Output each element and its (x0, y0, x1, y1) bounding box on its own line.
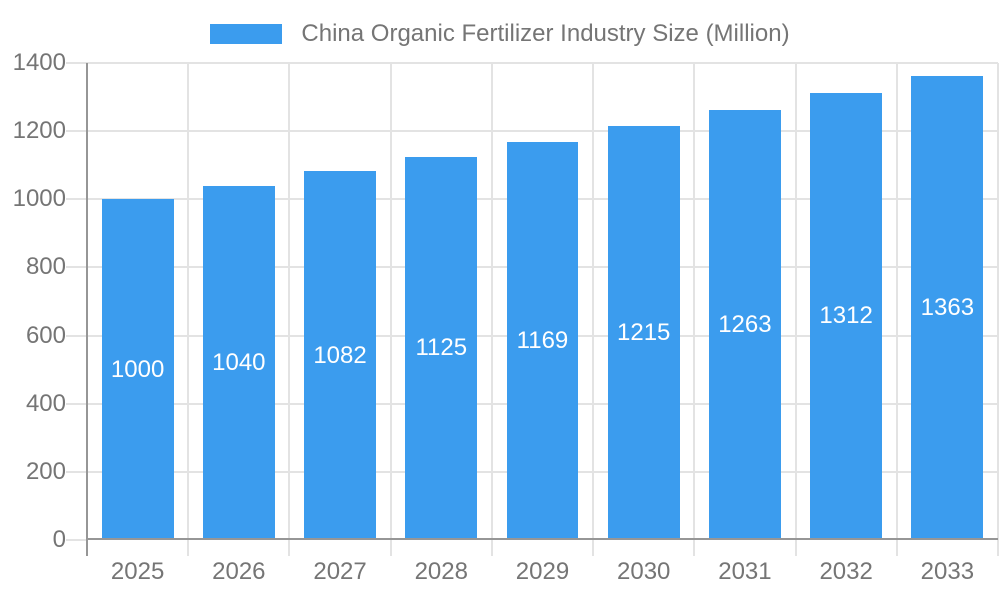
y-tick-label: 1400 (12, 49, 66, 76)
legend-label: China Organic Fertilizer Industry Size (… (301, 20, 790, 47)
x-tick-label: 2027 (313, 558, 367, 585)
bar-value-label: 1215 (616, 319, 671, 347)
y-tick-label: 800 (25, 253, 66, 281)
y-tick-label: 600 (25, 321, 66, 349)
bar-value-label: 1363 (920, 293, 975, 321)
x-tick-label: 2026 (212, 558, 266, 585)
bar-cell: 1000 (87, 63, 188, 540)
gridline-vertical (389, 63, 392, 556)
x-axis-labels: 2025 2026 2027 2028 2029 2030 2031 2032 2033 (87, 557, 998, 587)
bar-2033: 1363 (911, 75, 984, 540)
bar-2028: 1125 (405, 156, 478, 540)
bar-2032: 1312 (810, 92, 883, 540)
x-axis-line (87, 538, 998, 540)
y-tick-label: 1200 (12, 117, 66, 145)
x-tick-label: 2029 (515, 558, 570, 585)
bar-cell: 1363 (897, 63, 998, 540)
bar-cell: 1040 (188, 63, 289, 540)
gridline-vertical (895, 63, 898, 556)
gridline-vertical (490, 63, 493, 556)
y-axis-labels: 0 200 400 600 800 1000 1200 1400 (0, 0, 66, 600)
bar-2026: 1040 (202, 185, 275, 540)
gridline-vertical (794, 63, 797, 556)
bar-cell: 1312 (796, 63, 897, 540)
bar-cell: 1125 (391, 63, 492, 540)
y-axis-line (86, 63, 88, 556)
gridline-horizontal (66, 62, 998, 64)
bar-value-label: 1263 (718, 310, 772, 338)
bar-2027: 1082 (304, 171, 376, 540)
y-tick-label: 0 (52, 526, 66, 553)
y-tick-label: 400 (25, 389, 66, 417)
legend-swatch (210, 24, 283, 44)
plot-area: 1000 1040 1082 1125 1169 1215 1263 1312 1363 (66, 62, 999, 556)
x-tick-label: 2031 (718, 558, 772, 585)
bar-cell: 1215 (593, 63, 694, 540)
legend: China Organic Fertilizer Industry Size (… (0, 18, 1000, 50)
gridline-vertical (592, 63, 595, 556)
gridline-vertical (997, 63, 999, 556)
bar-2029: 1169 (506, 141, 579, 540)
x-tick-label: 2025 (110, 558, 165, 585)
bar-2025: 1000 (101, 199, 174, 540)
gridline-vertical (288, 63, 291, 556)
bar-value-label: 1082 (313, 341, 367, 369)
x-tick-label: 2028 (414, 558, 468, 585)
y-tick-label: 200 (25, 457, 66, 485)
bar-value-label: 1125 (415, 334, 468, 362)
gridline-horizontal (66, 130, 998, 133)
bar-value-label: 1312 (819, 302, 873, 330)
bar-cell: 1082 (289, 63, 390, 540)
y-tick-label: 1000 (12, 185, 66, 213)
x-tick-label: 2030 (617, 558, 671, 585)
bar-cell: 1263 (694, 63, 795, 540)
bar-value-label: 1000 (110, 355, 165, 383)
bar-value-label: 1040 (212, 348, 266, 376)
bar-2031: 1263 (708, 109, 781, 540)
gridline-vertical (693, 63, 696, 556)
bar-2030: 1215 (607, 126, 680, 540)
bar-value-label: 1169 (516, 326, 569, 354)
x-tick-label: 2032 (819, 558, 873, 585)
bar-series: 1000 1040 1082 1125 1169 1215 1263 1312 1363 (87, 63, 998, 540)
gridline-vertical (187, 63, 190, 556)
bar-cell: 1169 (492, 63, 593, 540)
x-axis-outer-tick (66, 539, 87, 541)
x-tick-label: 2033 (920, 558, 975, 585)
